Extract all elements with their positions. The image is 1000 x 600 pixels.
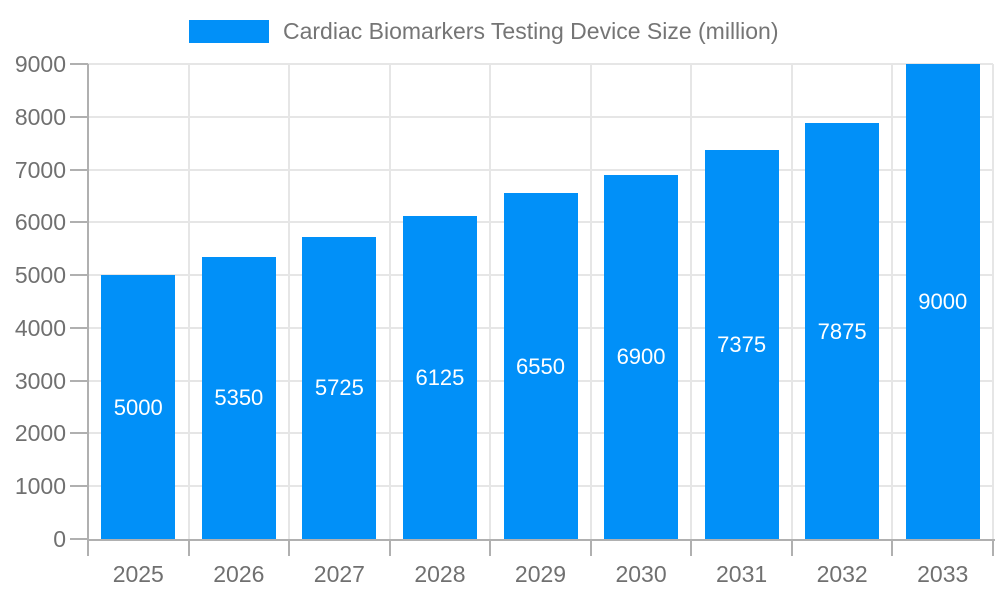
y-axis-label: 6000 [14, 209, 66, 236]
x-gridline [589, 64, 592, 539]
chart-title: Cardiac Biomarkers Testing Device Size (… [283, 18, 779, 44]
bar-value-label: 7375 [717, 331, 767, 357]
x-axis-label: 2032 [816, 561, 868, 587]
bar: 7375 [704, 149, 779, 540]
legend-swatch-icon [189, 20, 269, 43]
x-axis-label: 2031 [716, 561, 768, 587]
bar: 7875 [805, 123, 880, 540]
y-axis-label: 9000 [14, 51, 66, 77]
bar-value-label: 9000 [918, 289, 968, 314]
x-axis-tick [992, 541, 994, 556]
x-axis-label: 2029 [514, 561, 567, 587]
y-axis-label: 3000 [14, 367, 66, 394]
x-axis-tick [690, 541, 693, 556]
bar-value-label: 5350 [214, 385, 264, 411]
x-axis-tick [187, 541, 190, 556]
x-gridline [489, 64, 492, 539]
bar-value-label: 5725 [314, 375, 364, 401]
y-axis-label: 0 [53, 526, 66, 552]
x-gridline [388, 64, 391, 539]
y-axis-label: 1000 [14, 473, 66, 500]
x-axis-tick [489, 541, 492, 556]
bar-value-label: 6550 [516, 353, 565, 379]
x-axis-label: 2027 [313, 561, 365, 587]
y-axis-tick [70, 326, 88, 329]
x-gridline [992, 64, 994, 539]
bar: 6900 [604, 174, 679, 540]
y-axis-tick [70, 168, 88, 171]
bar-value-label: 6900 [616, 344, 666, 370]
x-axis-label: 2026 [213, 561, 265, 587]
x-axis-tick [288, 541, 291, 556]
bar: 5725 [302, 236, 377, 540]
legend-item[interactable]: Cardiac Biomarkers Testing Device Size (… [189, 18, 779, 45]
bar-value-label: 6125 [415, 364, 465, 390]
y-axis-label: 4000 [14, 314, 66, 341]
x-axis-tick [388, 541, 391, 556]
y-axis-tick [70, 379, 88, 382]
y-axis-label: 8000 [14, 103, 66, 130]
x-gridline [690, 64, 693, 539]
y-axis-tick [70, 432, 88, 435]
y-axis-tick [70, 538, 88, 540]
x-gridline [187, 64, 190, 539]
x-axis-label: 2030 [615, 561, 667, 587]
y-axis-tick [70, 221, 88, 224]
x-axis-label: 2028 [414, 561, 466, 587]
x-axis-tick [589, 541, 592, 556]
bar: 6125 [402, 215, 477, 540]
x-gridline [790, 64, 793, 539]
y-axis-label: 5000 [14, 262, 66, 289]
y-axis-tick [70, 274, 88, 277]
bar: 5000 [101, 275, 176, 540]
x-axis-label: 2033 [917, 561, 969, 587]
y-axis-label: 7000 [14, 156, 66, 183]
x-axis-tick [790, 541, 793, 556]
bar-value-label: 5000 [113, 394, 163, 420]
y-gridline [88, 63, 993, 65]
x-gridline [288, 64, 291, 539]
y-axis-tick [70, 115, 88, 118]
x-axis-tick [891, 541, 894, 556]
bar: 6550 [503, 193, 578, 540]
y-axis-tick [70, 63, 88, 65]
bar-value-label: 7875 [817, 318, 867, 344]
y-gridline [88, 115, 993, 118]
y-axis-label: 2000 [14, 420, 66, 447]
y-gridline [88, 168, 993, 171]
bar: 5350 [201, 256, 276, 540]
y-axis-line [87, 64, 89, 556]
x-axis-line [88, 539, 995, 541]
x-axis-label: 2025 [112, 561, 164, 587]
y-axis-tick [70, 485, 88, 488]
bar: 9000 [905, 64, 980, 540]
x-gridline [891, 64, 894, 539]
